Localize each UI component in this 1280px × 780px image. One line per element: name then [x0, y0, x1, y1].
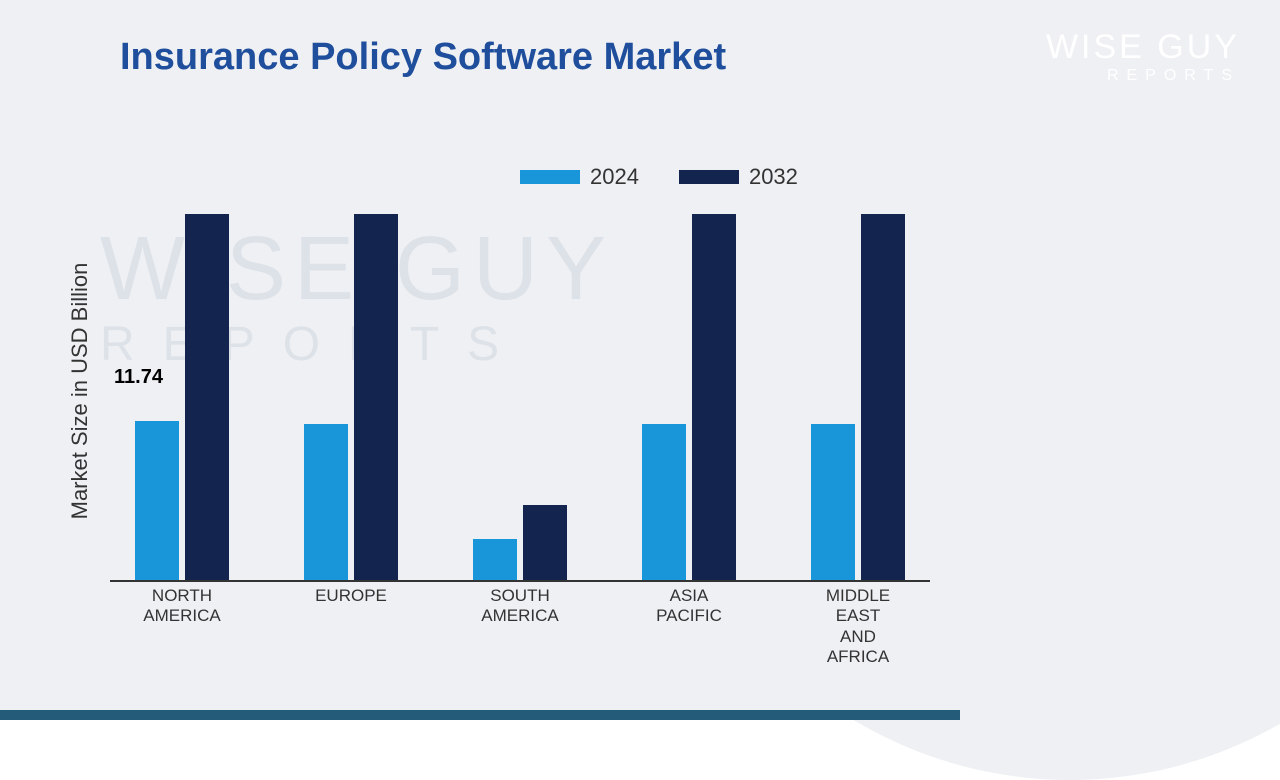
category-label-0: NORTHAMERICA [108, 586, 257, 627]
brand-bottom-text: REPORTS [1046, 68, 1240, 84]
bar-2032-1 [354, 214, 398, 580]
bottom-accent-bar [0, 710, 960, 720]
chart-plot-area [110, 200, 930, 582]
bar-2032-4 [861, 214, 905, 580]
y-axis-label: Market Size in USD Billion [67, 241, 93, 541]
legend-item-2024: 2024 [520, 164, 639, 190]
bar-2024-3 [642, 424, 686, 580]
bar-2032-0 [185, 214, 229, 580]
category-label-4: MIDDLEEASTANDAFRICA [784, 586, 933, 668]
bar-2024-0 [135, 421, 179, 580]
bar-2024-4 [811, 424, 855, 580]
brand-logo: WISE GUY REPORTS [1046, 30, 1240, 84]
bar-2032-2 [523, 505, 567, 580]
category-label-3: ASIAPACIFIC [615, 586, 764, 627]
legend-swatch-2032 [679, 170, 739, 184]
bar-2024-2 [473, 539, 517, 580]
legend-label-2032: 2032 [749, 164, 798, 190]
category-label-2: SOUTHAMERICA [446, 586, 595, 627]
data-label-11.74: 11.74 [114, 366, 163, 389]
legend-item-2032: 2032 [679, 164, 798, 190]
legend-swatch-2024 [520, 170, 580, 184]
legend: 2024 2032 [520, 164, 798, 190]
bar-2024-1 [304, 424, 348, 580]
brand-top-text: WISE GUY [1046, 30, 1240, 64]
category-label-1: EUROPE [277, 586, 426, 606]
bar-2032-3 [692, 214, 736, 580]
chart-title: Insurance Policy Software Market [120, 36, 726, 79]
legend-label-2024: 2024 [590, 164, 639, 190]
